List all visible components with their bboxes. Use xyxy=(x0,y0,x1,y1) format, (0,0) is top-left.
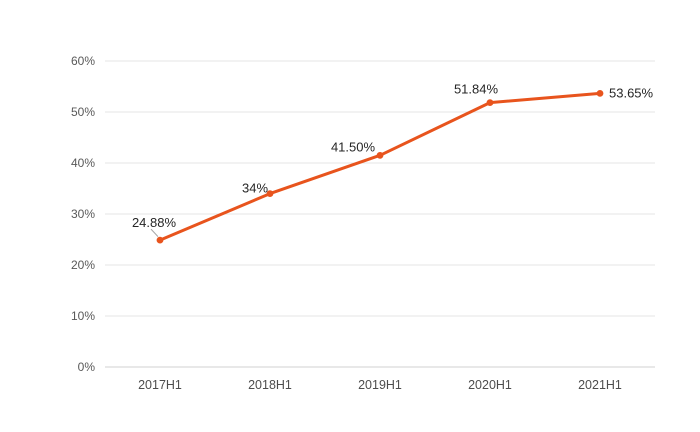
y-tick-label: 40% xyxy=(71,156,95,170)
y-tick-label: 20% xyxy=(71,258,95,272)
data-point-marker xyxy=(156,236,164,244)
y-tick-label: 50% xyxy=(71,105,95,119)
x-axis-label: 2018H1 xyxy=(248,378,292,392)
data-label: 24.88% xyxy=(132,215,177,230)
data-label: 51.84% xyxy=(454,82,499,97)
label-leader-line xyxy=(150,228,159,237)
x-axis-label: 2017H1 xyxy=(138,378,182,392)
y-tick-label: 0% xyxy=(78,360,96,374)
data-label: 34% xyxy=(242,181,268,196)
x-axis-label: 2019H1 xyxy=(358,378,402,392)
series-line xyxy=(158,91,602,242)
data-point-marker xyxy=(376,151,384,159)
data-point-marker xyxy=(266,190,274,198)
y-tick-label: 10% xyxy=(71,309,95,323)
y-tick-label: 30% xyxy=(71,207,95,221)
data-label: 53.65% xyxy=(609,85,654,100)
data-label: 41.50% xyxy=(331,139,376,154)
x-axis-label: 2020H1 xyxy=(468,378,512,392)
data-point-marker xyxy=(486,99,494,107)
x-axis-label: 2021H1 xyxy=(578,378,622,392)
y-tick-label: 60% xyxy=(71,54,95,68)
data-point-marker xyxy=(596,89,604,97)
